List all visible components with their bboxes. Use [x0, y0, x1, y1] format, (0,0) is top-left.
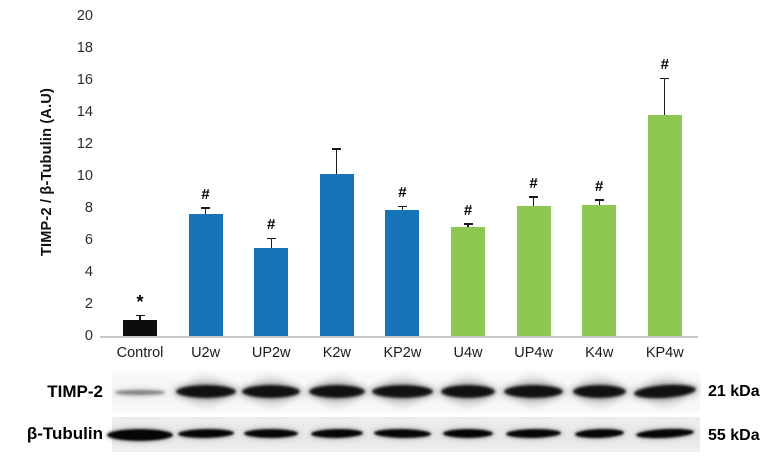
x-axis-line: [100, 336, 698, 338]
blot-band-kp2w: [371, 385, 433, 398]
error-bar-cap-u4w: [463, 223, 473, 225]
x-axis-label-k2w: K2w: [322, 345, 351, 361]
significance-marker-control: *: [136, 292, 144, 313]
bar-k2w: [319, 174, 354, 336]
y-axis-tick-label: 16: [76, 72, 93, 88]
error-bar-cap-kp2w: [397, 205, 407, 208]
error-bar-kp2w: [401, 206, 403, 210]
blot-band-control-faint: [115, 390, 165, 395]
error-bar-kp4w: [664, 78, 666, 116]
y-axis-tick-label: 18: [76, 40, 93, 56]
error-bar-cap-k4w: [594, 199, 604, 201]
y-axis-tick-label: 14: [76, 104, 93, 120]
y-axis-tick-label: 4: [84, 264, 93, 280]
significance-marker-u4w: #: [463, 202, 473, 219]
error-bar-control: [139, 315, 141, 320]
error-bar-up2w: [270, 238, 272, 248]
error-bar-up4w: [533, 196, 535, 207]
error-bar-cap-up2w: [266, 237, 276, 240]
bar-up4w: [516, 206, 551, 336]
error-bar-k4w: [598, 200, 600, 205]
y-axis-tick-label: 6: [84, 232, 93, 248]
error-bar-cap-u2w: [201, 207, 211, 209]
blot-band-k4w: [572, 385, 626, 398]
molecular-weight-label-21kda: 21 kDa: [708, 383, 760, 400]
blot-band-up2w: [242, 385, 301, 398]
x-axis-label-u4w: U4w: [453, 345, 483, 361]
x-axis-label-u2w: U2w: [191, 345, 221, 361]
error-bar-u2w: [205, 208, 207, 215]
bar-kp4w: [647, 115, 682, 336]
significance-marker-up4w: #: [529, 174, 538, 192]
y-axis-tick-label: 12: [76, 136, 93, 152]
error-bar-cap-control: [135, 314, 145, 317]
y-axis-tick-label: 0: [84, 328, 93, 344]
y-axis-tick-label: 2: [84, 296, 93, 312]
x-axis-label-k4w: K4w: [585, 345, 614, 361]
blot-band-control: [107, 429, 173, 441]
error-bar-cap-kp4w: [660, 77, 670, 80]
x-axis-label-up4w: UP4w: [514, 345, 553, 361]
significance-marker-up2w: #: [267, 216, 276, 234]
blot-band-k2w: [308, 385, 365, 398]
significance-marker-kp4w: #: [660, 56, 669, 74]
blot-band-u4w: [441, 385, 495, 398]
error-bar-cap-k2w: [332, 148, 342, 150]
significance-marker-kp2w: #: [398, 184, 407, 202]
blot-band-up2w: [244, 429, 299, 438]
blot-row-label-beta-tubulin: β-Tubulin: [26, 424, 103, 443]
bar-k4w: [582, 204, 617, 336]
blot-band-u2w: [175, 385, 236, 398]
error-bar-k2w: [336, 148, 338, 175]
x-axis-label-kp4w: KP4w: [645, 345, 684, 361]
significance-marker-u2w: #: [201, 186, 210, 203]
y-axis-tick-label: 8: [84, 200, 93, 216]
bar-kp2w: [385, 209, 420, 336]
molecular-weight-label-55kda: 55 kDa: [708, 427, 760, 444]
error-bar-u4w: [467, 224, 469, 228]
error-bar-cap-up4w: [529, 196, 539, 198]
blot-band-up4w: [504, 385, 564, 398]
x-axis-label-up2w: UP2w: [251, 345, 291, 361]
significance-marker-k4w: #: [595, 178, 604, 195]
blot-row-label-timp2: TIMP-2: [47, 382, 103, 401]
x-axis-label-control: Control: [116, 345, 164, 361]
y-axis-tick-label: 20: [76, 8, 93, 24]
x-axis-label-kp2w: KP2w: [383, 345, 422, 361]
blot-band-u4w: [443, 429, 493, 438]
y-axis-tick-label: 10: [76, 168, 93, 184]
bar-control: [123, 320, 157, 336]
bar-up2w: [254, 248, 289, 336]
bar-u2w: [188, 214, 223, 336]
bar-u4w: [451, 227, 485, 336]
